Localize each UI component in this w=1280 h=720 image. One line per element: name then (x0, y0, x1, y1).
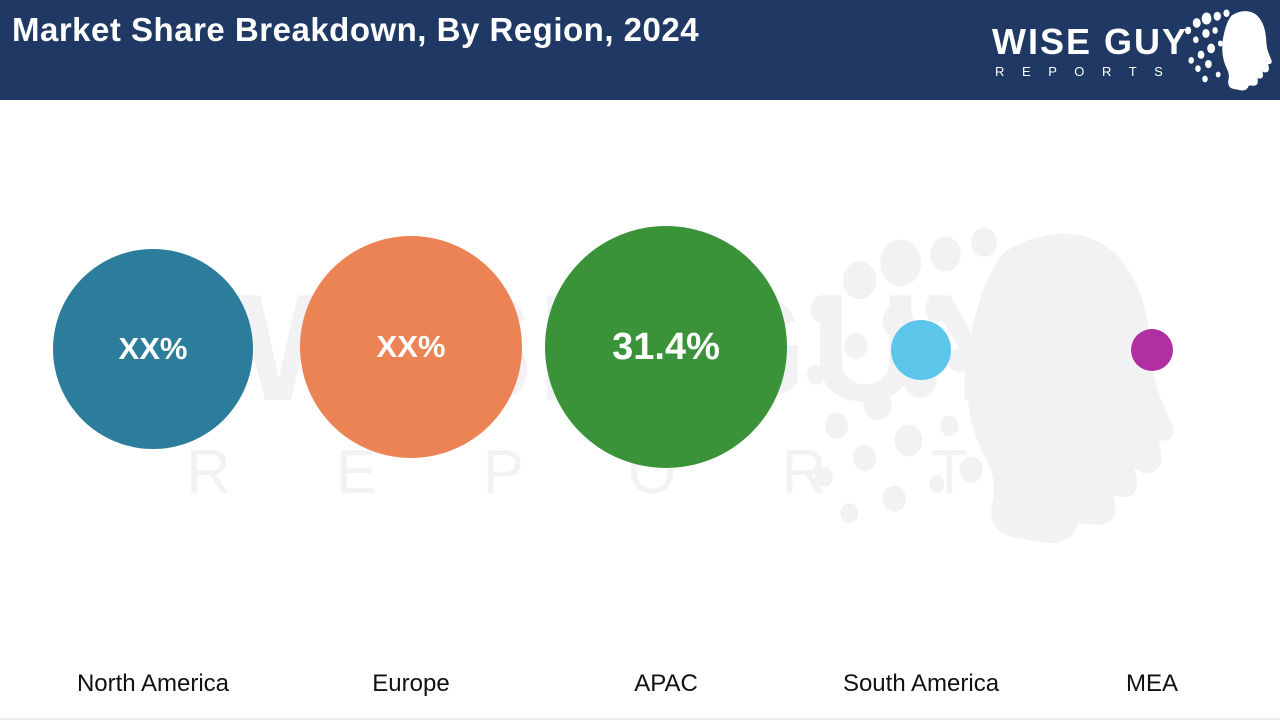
category-label-north-america: North America (76, 670, 230, 697)
logo-head-icon (1185, 9, 1272, 91)
wise-guy-logo: WISE GUY R E P O R T S (992, 6, 1274, 96)
logo-text: WISE GUY R E P O R T S (991, 20, 1188, 79)
header-bar: Market Share Breakdown, By Region, 2024 … (0, 0, 1280, 100)
category-label-apac: APAC (634, 670, 698, 697)
bubble-south-america (891, 320, 951, 380)
page-title: Market Share Breakdown, By Region, 2024 (12, 11, 700, 48)
watermark-head-icon (806, 227, 1174, 544)
category-label-mea: MEA (1125, 670, 1178, 697)
logo-tagline: R E P O R T S (994, 63, 1170, 79)
bubble-europe: XX% (300, 236, 522, 458)
category-label-europe: Europe (372, 670, 450, 697)
logo-name: WISE GUY (991, 20, 1188, 62)
category-label-south-america: South America (842, 670, 1000, 697)
bubble-apac: 31.4% (545, 226, 787, 468)
bubble-mea (1131, 329, 1173, 371)
bubble-north-america: XX% (53, 249, 253, 449)
